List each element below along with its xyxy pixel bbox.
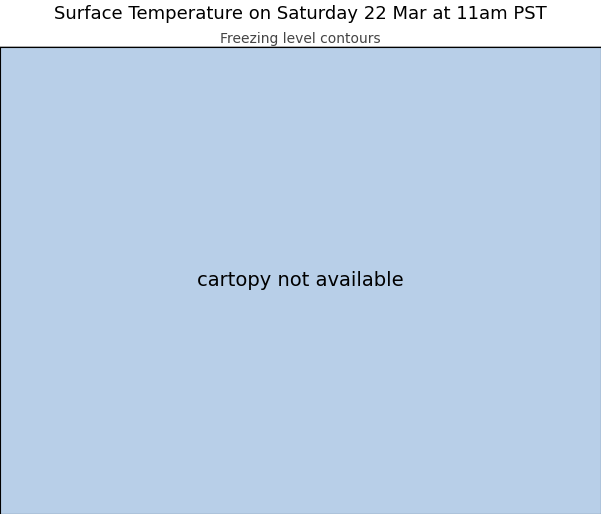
Text: Surface Temperature on Saturday 22 Mar at 11am PST: Surface Temperature on Saturday 22 Mar a… bbox=[54, 5, 547, 23]
Text: Freezing level contours: Freezing level contours bbox=[220, 32, 381, 46]
Text: cartopy not available: cartopy not available bbox=[197, 271, 404, 290]
